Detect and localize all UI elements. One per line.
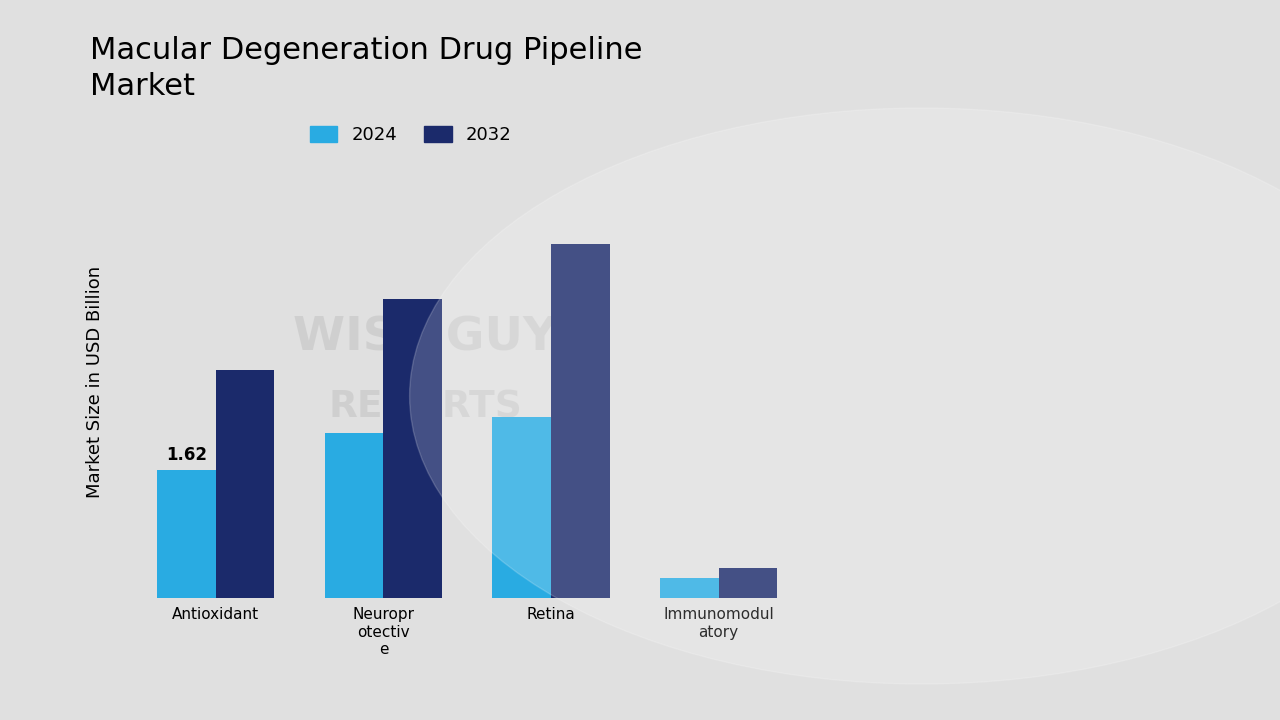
Y-axis label: Market Size in USD Billion: Market Size in USD Billion <box>86 266 104 498</box>
Bar <box>216 370 274 598</box>
Bar <box>384 299 442 598</box>
Bar <box>493 417 550 598</box>
Bar <box>325 433 384 598</box>
Text: WISE GUY: WISE GUY <box>293 316 557 361</box>
Bar <box>157 470 216 598</box>
Text: Macular Degeneration Drug Pipeline
Market: Macular Degeneration Drug Pipeline Marke… <box>90 36 643 101</box>
Legend: 2024, 2032: 2024, 2032 <box>303 119 518 151</box>
Bar <box>550 244 609 598</box>
Text: 1.62: 1.62 <box>166 446 207 464</box>
Text: REPORTS: REPORTS <box>328 390 522 426</box>
Bar <box>660 578 718 598</box>
Bar <box>718 568 777 598</box>
